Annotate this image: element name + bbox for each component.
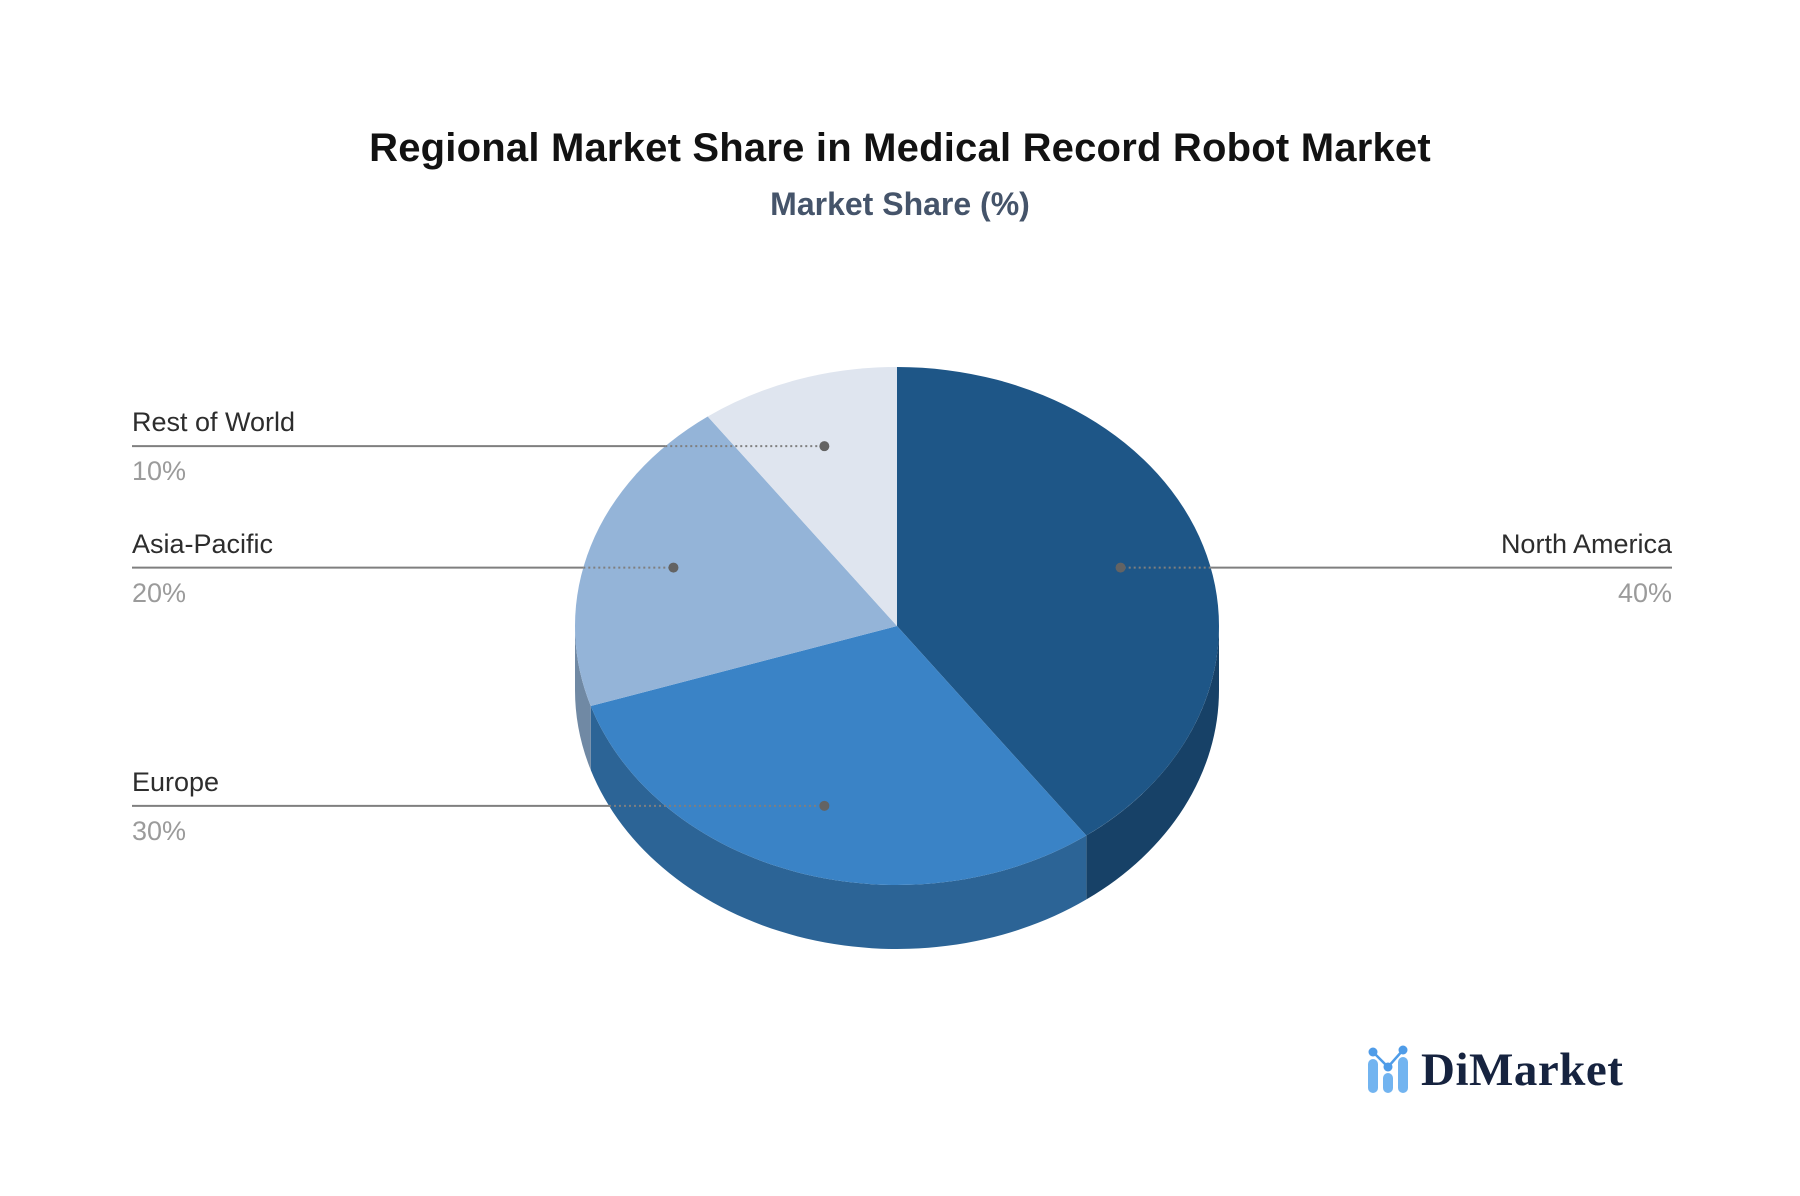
chart-title: Regional Market Share in Medical Record … (369, 126, 1431, 170)
slice-label-text: Rest of World (132, 407, 296, 438)
pie-slice-north-america[interactable] (897, 367, 1219, 836)
slice-label-text: Europe (132, 767, 220, 798)
leader-dot (819, 441, 830, 452)
slice-label-text: North America (1500, 528, 1672, 559)
pie-slice-asia-pacific[interactable] (575, 416, 897, 707)
logo-text: DiMarket (1421, 1044, 1624, 1096)
pie-slice-side-europe (590, 706, 1087, 949)
slice-percent-text: 30% (132, 815, 187, 846)
slice-percent-text: 10% (132, 456, 187, 487)
pie-slice-rest-of-world[interactable] (707, 367, 897, 626)
pie-slice-europe[interactable] (590, 626, 1087, 886)
leader-dot (819, 800, 830, 811)
leader-dot (1115, 562, 1126, 573)
leader-dot (668, 562, 679, 573)
bar-chart-with-trend-dots-icon (1368, 1045, 1408, 1093)
pie-slice-side-north-america (1086, 626, 1219, 900)
dimarket-logo: DiMarket (1366, 1042, 1623, 1098)
slice-percent-text: 20% (132, 577, 187, 608)
pie-slice-side-asia-pacific (575, 626, 591, 771)
slice-label-text: Asia-Pacific (132, 528, 274, 559)
slice-percent-text: 40% (1617, 577, 1672, 608)
chart-subtitle: Market Share (%) (770, 186, 1030, 222)
